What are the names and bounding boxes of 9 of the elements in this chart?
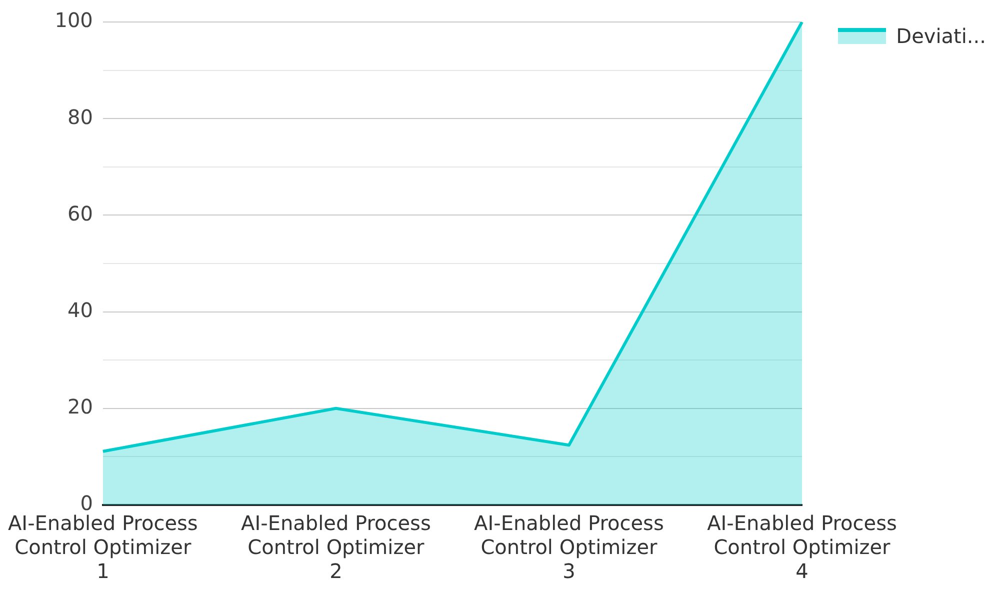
x-tick-label: AI-Enabled Process Control Optimizer 4 [707,511,897,584]
y-tick-label: 60 [67,201,93,226]
y-tick-label: 40 [67,298,93,322]
y-tick-label: 80 [67,104,93,129]
x-tick-label: AI-Enabled Process Control Optimizer 3 [474,511,664,584]
y-tick-label: 100 [54,8,93,32]
x-tick-label: AI-Enabled Process Control Optimizer 2 [241,511,431,584]
y-tick-label: 20 [67,394,93,419]
legend-label: Deviati... [896,24,986,48]
